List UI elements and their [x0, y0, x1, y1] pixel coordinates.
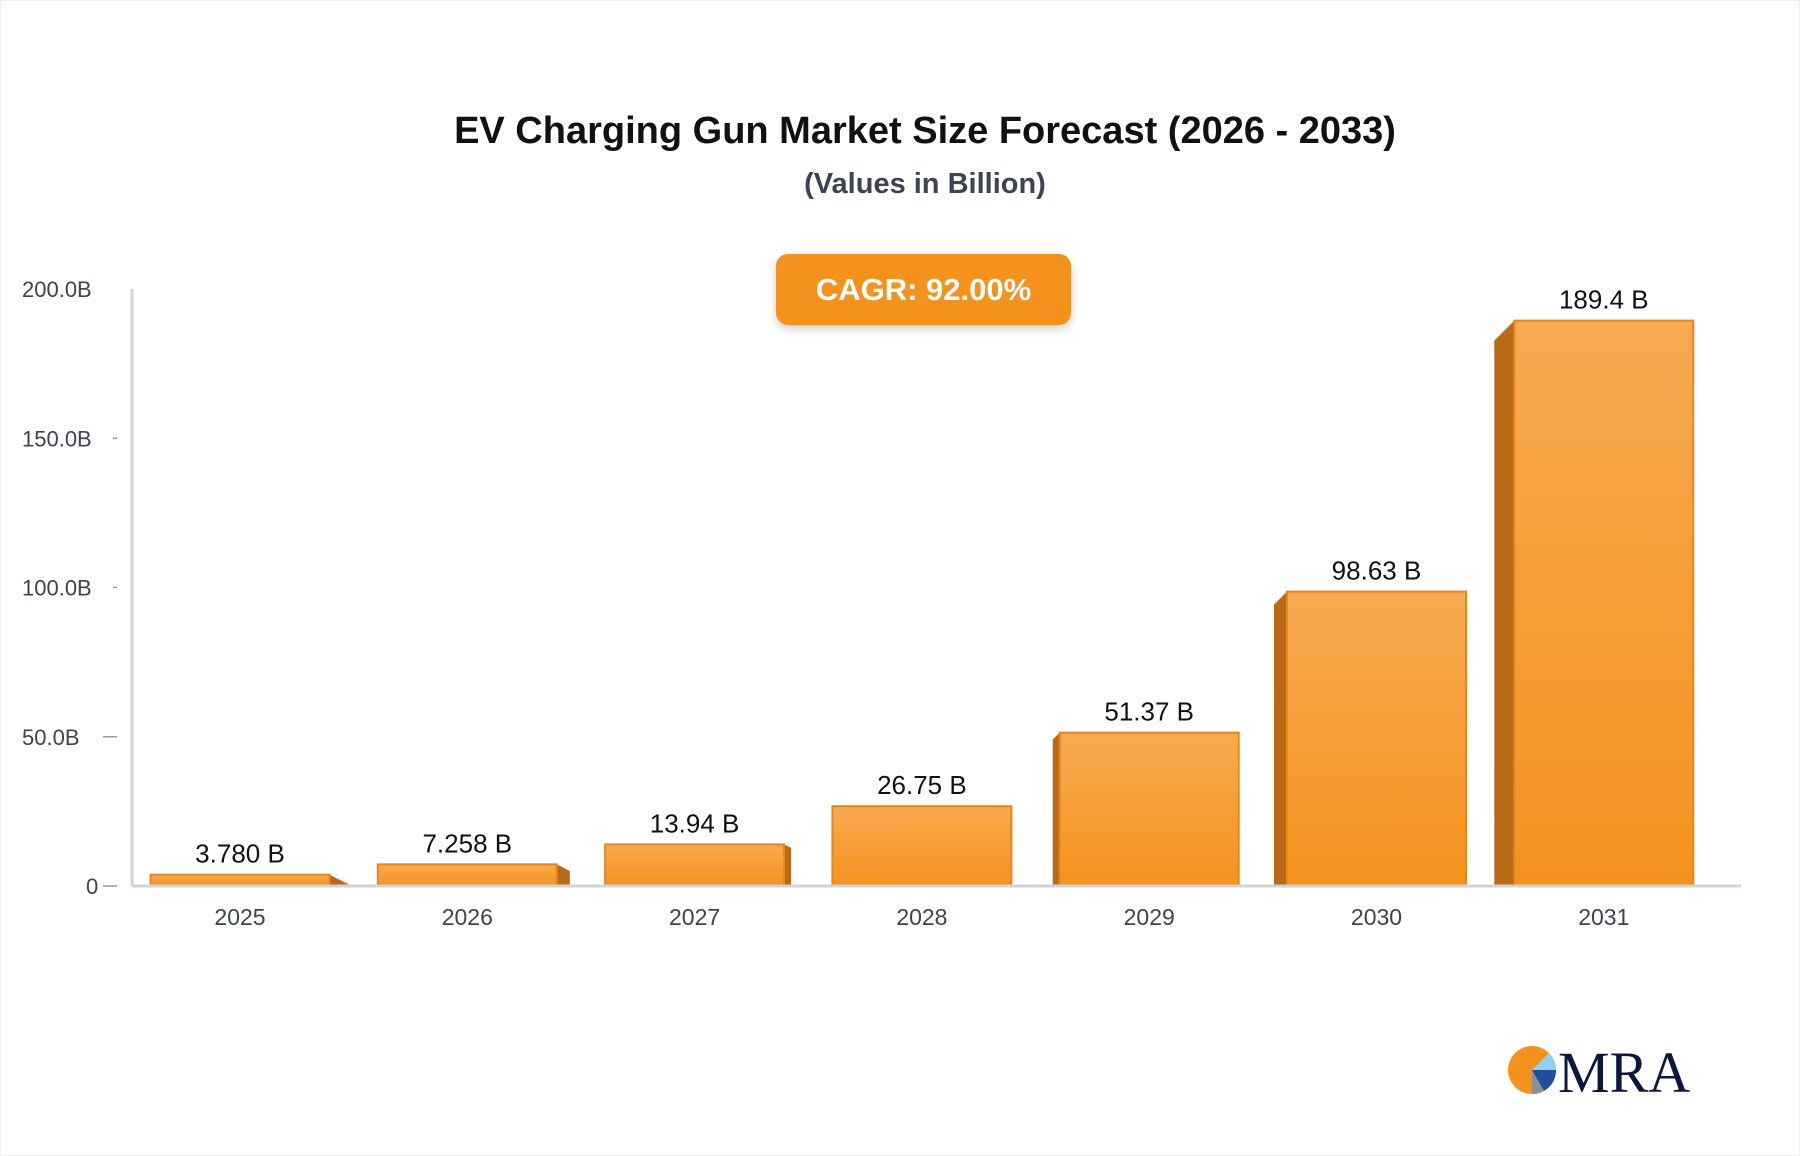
chart-title: EV Charging Gun Market Size Forecast (20… — [454, 110, 1396, 152]
bar-value-label: 51.37 B — [1104, 697, 1194, 727]
bar-side — [1052, 732, 1060, 886]
cagr-badge: CAGR: 92.00% — [776, 254, 1071, 325]
bar — [376, 863, 558, 888]
y-tick-label: 200.0B — [22, 277, 92, 302]
logo-text: MRA — [1558, 1040, 1690, 1100]
bar-group: 3.780 B — [149, 839, 350, 887]
bar-group: 7.258 B — [376, 828, 570, 888]
bar-side — [1494, 320, 1515, 886]
bar — [831, 805, 1013, 887]
y-tick-label: 50.0B — [22, 725, 80, 750]
bar-value-label: 3.780 B — [195, 839, 285, 869]
bar-value-label: 189.4 B — [1559, 285, 1649, 315]
bar-value-label: 7.258 B — [422, 828, 512, 858]
y-tick-label: 100.0B — [22, 576, 92, 601]
bar-group: 51.37 B — [1052, 697, 1240, 887]
bar-value-label: 98.63 B — [1332, 556, 1422, 586]
bar-value-label: 13.94 B — [650, 808, 740, 838]
x-tick-label: 2026 — [442, 904, 493, 930]
x-tick-label: 2025 — [214, 904, 265, 930]
bar-group: 13.94 B — [604, 808, 792, 887]
bar — [604, 843, 786, 887]
bar-side — [556, 864, 570, 886]
mra-logo: MRA — [1508, 1040, 1690, 1100]
bar-side — [329, 874, 350, 886]
chart-subtitle: (Values in Billion) — [804, 168, 1046, 200]
x-tick-label: 2030 — [1351, 904, 1402, 930]
x-tick-label: 2029 — [1124, 904, 1175, 930]
bar-value-label: 26.75 B — [877, 770, 967, 800]
x-tick-label: 2031 — [1578, 904, 1629, 930]
bar-side — [784, 844, 792, 886]
bar — [149, 873, 331, 887]
bar — [1513, 319, 1695, 887]
bar — [1058, 731, 1240, 887]
bar-group: 98.63 B — [1274, 556, 1467, 888]
bar-group: 189.4 B — [1494, 285, 1695, 887]
y-tick-label: 150.0B — [22, 426, 92, 451]
bar — [1286, 590, 1467, 888]
bar-side — [1274, 591, 1287, 886]
x-tick-label: 2027 — [669, 904, 720, 930]
y-tick-label: 0 — [86, 874, 98, 899]
x-tick-label: 2028 — [896, 904, 947, 930]
bar-group: 26.75 B — [831, 770, 1013, 887]
